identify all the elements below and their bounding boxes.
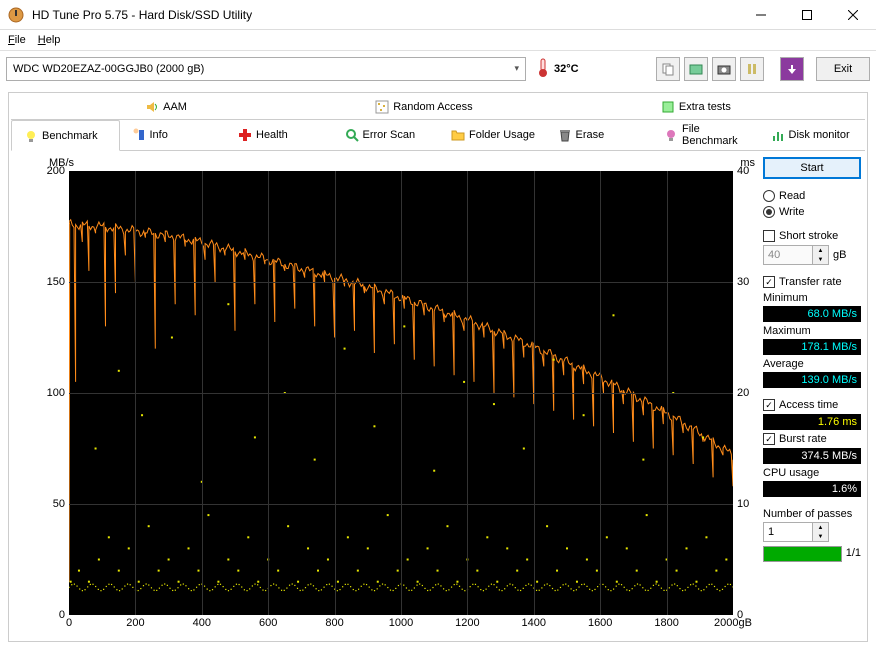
close-button[interactable] bbox=[830, 0, 876, 30]
exit-button[interactable]: Exit bbox=[816, 57, 870, 81]
short-stroke-check[interactable]: Short stroke bbox=[763, 229, 861, 243]
thermometer-icon bbox=[538, 57, 548, 80]
checkbox-icon bbox=[763, 433, 775, 445]
magnify-icon bbox=[345, 128, 359, 142]
cpu-usage-label: CPU usage bbox=[763, 466, 861, 479]
drive-select[interactable]: WDC WD20EZAZ-00GGJB0 (2000 gB) ▾ bbox=[6, 57, 526, 81]
maximize-button[interactable] bbox=[784, 0, 830, 30]
start-button[interactable]: Start bbox=[763, 157, 861, 179]
tab-folder-usage[interactable]: Folder Usage bbox=[439, 120, 546, 150]
benchmark-chart: 0200400600800100012001400160018002000gB0… bbox=[69, 171, 733, 615]
progress-bar bbox=[763, 546, 842, 562]
temperature-value: 32°C bbox=[554, 63, 579, 75]
toolbar: WDC WD20EZAZ-00GGJB0 (2000 gB) ▾ 32°C Ex… bbox=[0, 50, 876, 86]
minimum-value: 68.0 MB/s bbox=[763, 306, 861, 322]
tab-random-access[interactable]: Random Access bbox=[365, 97, 482, 117]
tab-extra-tests[interactable]: Extra tests bbox=[651, 97, 741, 117]
minimize-button[interactable] bbox=[738, 0, 784, 30]
radio-icon bbox=[763, 190, 775, 202]
menu-help[interactable]: Help bbox=[38, 34, 61, 46]
access-time-check[interactable]: Access time bbox=[763, 398, 861, 412]
screenshot-button[interactable] bbox=[712, 57, 736, 81]
health-icon bbox=[238, 128, 252, 142]
tab-erase[interactable]: Erase bbox=[546, 120, 653, 150]
extra-icon bbox=[661, 100, 675, 114]
temperature: 32°C bbox=[538, 57, 579, 80]
radio-icon bbox=[763, 206, 775, 218]
main-frame: AAM Random Access Extra tests Benchmark … bbox=[8, 92, 868, 642]
tab-file-benchmark[interactable]: File Benchmark bbox=[652, 120, 759, 150]
app-icon bbox=[8, 7, 24, 23]
average-value: 139.0 MB/s bbox=[763, 372, 861, 388]
short-stroke-input[interactable]: ▲▼ bbox=[763, 245, 829, 265]
trash-icon bbox=[558, 128, 572, 142]
passes-input[interactable]: ▲▼ bbox=[763, 522, 861, 542]
menu-file[interactable]: File bbox=[8, 34, 26, 46]
write-radio[interactable]: Write bbox=[763, 205, 861, 219]
copy-info-button[interactable] bbox=[656, 57, 680, 81]
maximum-label: Maximum bbox=[763, 324, 861, 337]
chart-icon bbox=[771, 128, 785, 142]
copy-screenshot-button[interactable] bbox=[684, 57, 708, 81]
bulb-icon bbox=[24, 129, 38, 143]
file-bulb-icon bbox=[664, 128, 678, 142]
chart-area: MB/s ms 02004006008001000120014001600180… bbox=[15, 157, 757, 635]
read-radio[interactable]: Read bbox=[763, 189, 861, 203]
checkbox-icon bbox=[763, 276, 775, 288]
minimum-label: Minimum bbox=[763, 291, 861, 304]
average-label: Average bbox=[763, 357, 861, 370]
maximum-value: 178.1 MB/s bbox=[763, 339, 861, 355]
burst-rate-value: 374.5 MB/s bbox=[763, 448, 861, 464]
tab-aam[interactable]: AAM bbox=[135, 97, 197, 117]
info-icon bbox=[132, 128, 146, 142]
tab-info[interactable]: Info bbox=[120, 120, 227, 150]
window-title: HD Tune Pro 5.75 - Hard Disk/SSD Utility bbox=[32, 8, 738, 22]
tab-error-scan[interactable]: Error Scan bbox=[333, 120, 440, 150]
tab-benchmark[interactable]: Benchmark bbox=[11, 120, 120, 151]
tabs-bottom: Benchmark Info Health Error Scan Folder … bbox=[11, 120, 865, 151]
checkbox-icon bbox=[763, 230, 775, 242]
settings-button[interactable] bbox=[740, 57, 764, 81]
menubar: File Help bbox=[0, 30, 876, 50]
tabs-top: AAM Random Access Extra tests bbox=[11, 95, 865, 120]
tab-health[interactable]: Health bbox=[226, 120, 333, 150]
transfer-rate-check[interactable]: Transfer rate bbox=[763, 275, 861, 289]
save-button[interactable] bbox=[780, 57, 804, 81]
cpu-usage-value: 1.6% bbox=[763, 481, 861, 497]
progress-fraction: 1/1 bbox=[846, 547, 861, 559]
speaker-icon bbox=[145, 100, 159, 114]
access-time-value: 1.76 ms bbox=[763, 414, 861, 430]
side-panel: Start Read Write Short stroke ▲▼ gB Tran… bbox=[763, 157, 861, 635]
burst-rate-check[interactable]: Burst rate bbox=[763, 432, 861, 446]
random-icon bbox=[375, 100, 389, 114]
tab-disk-monitor[interactable]: Disk monitor bbox=[759, 120, 866, 150]
drive-select-value: WDC WD20EZAZ-00GGJB0 (2000 gB) bbox=[13, 63, 204, 75]
folder-icon bbox=[451, 128, 465, 142]
checkbox-icon bbox=[763, 399, 775, 411]
titlebar: HD Tune Pro 5.75 - Hard Disk/SSD Utility bbox=[0, 0, 876, 30]
chevron-down-icon: ▾ bbox=[514, 63, 519, 74]
passes-label: Number of passes bbox=[763, 507, 861, 520]
